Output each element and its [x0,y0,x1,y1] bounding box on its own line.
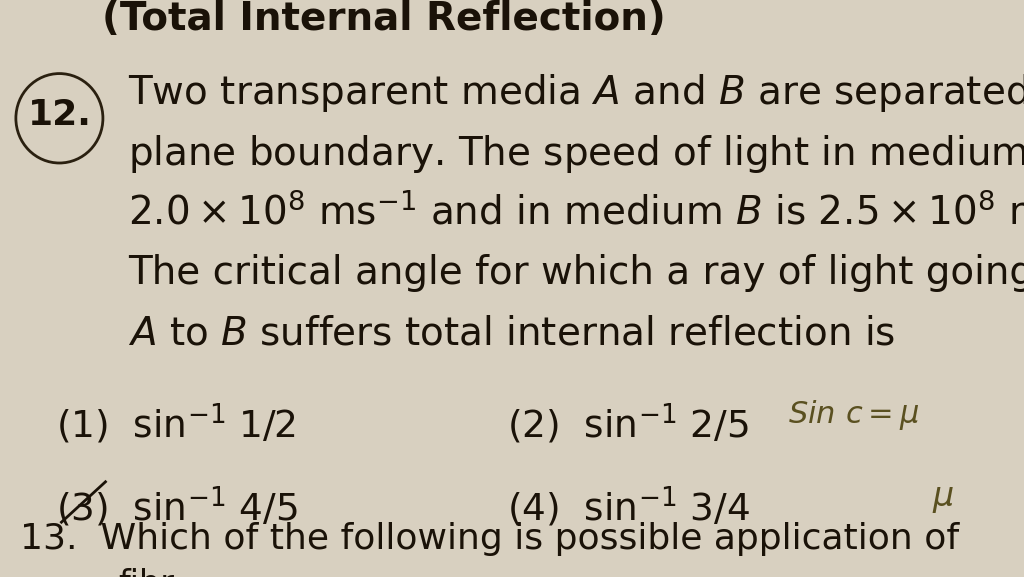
Text: plane boundary. The speed of light in medium $A$ is: plane boundary. The speed of light in me… [128,133,1024,175]
Text: $A$ to $B$ suffers total internal reflection is: $A$ to $B$ suffers total internal reflec… [128,314,895,353]
Text: $2.0 \times 10^8$ ms$^{-1}$ and in medium $B$ is $2.5 \times 10^8$ ms$^{-1}$.: $2.0 \times 10^8$ ms$^{-1}$ and in mediu… [128,193,1024,233]
Text: fibr...: fibr... [118,568,203,577]
Text: 12.: 12. [28,99,91,132]
Text: (2)  sin$^{-1}$ 2/5: (2) sin$^{-1}$ 2/5 [507,401,749,446]
Text: (4)  sin$^{-1}$ 3/4: (4) sin$^{-1}$ 3/4 [507,485,750,530]
Text: (Total Internal Reflection): (Total Internal Reflection) [102,0,667,38]
Text: 13.  Which of the following is possible application of: 13. Which of the following is possible a… [20,522,959,556]
Text: (3)  sin$^{-1}$ 4/5: (3) sin$^{-1}$ 4/5 [56,485,298,530]
Text: $Sin\ c = \mu$: $Sin\ c = \mu$ [788,398,920,432]
Text: Two transparent media $A$ and $B$ are separated by a: Two transparent media $A$ and $B$ are se… [128,72,1024,114]
Text: The critical angle for which a ray of light going from: The critical angle for which a ray of li… [128,254,1024,292]
Text: (1)  sin$^{-1}$ 1/2: (1) sin$^{-1}$ 1/2 [56,401,296,446]
Text: $\mu$: $\mu$ [932,482,954,515]
